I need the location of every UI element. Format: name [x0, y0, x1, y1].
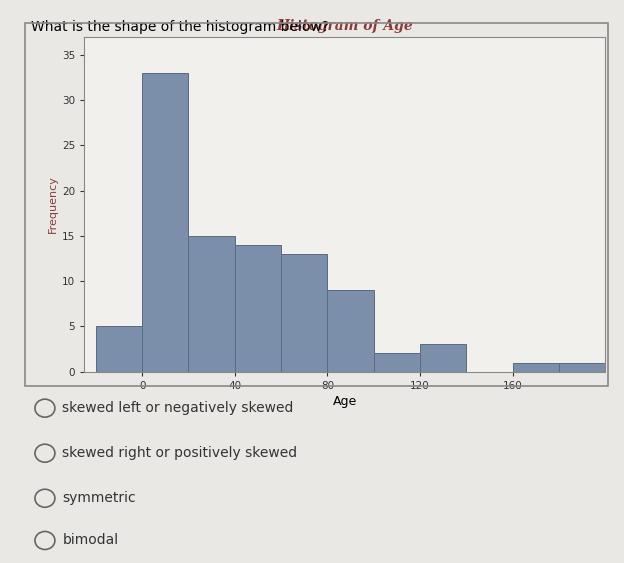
Bar: [142, 73, 188, 372]
Text: skewed left or negatively skewed: skewed left or negatively skewed: [62, 401, 294, 415]
Bar: [328, 290, 374, 372]
Text: bimodal: bimodal: [62, 534, 119, 547]
Bar: [281, 254, 328, 372]
Text: What is the shape of the histogram below?: What is the shape of the histogram below…: [31, 20, 329, 34]
Bar: [513, 363, 559, 372]
Bar: [559, 363, 605, 372]
X-axis label: Age: Age: [333, 395, 357, 408]
Bar: [96, 327, 142, 372]
Text: symmetric: symmetric: [62, 491, 136, 505]
Bar: [420, 345, 466, 372]
Bar: [374, 354, 420, 372]
Bar: [188, 236, 235, 372]
Title: Histogram of Age: Histogram of Age: [276, 19, 413, 33]
Text: skewed right or positively skewed: skewed right or positively skewed: [62, 446, 298, 460]
Y-axis label: Frequency: Frequency: [48, 175, 58, 233]
Bar: [235, 245, 281, 372]
